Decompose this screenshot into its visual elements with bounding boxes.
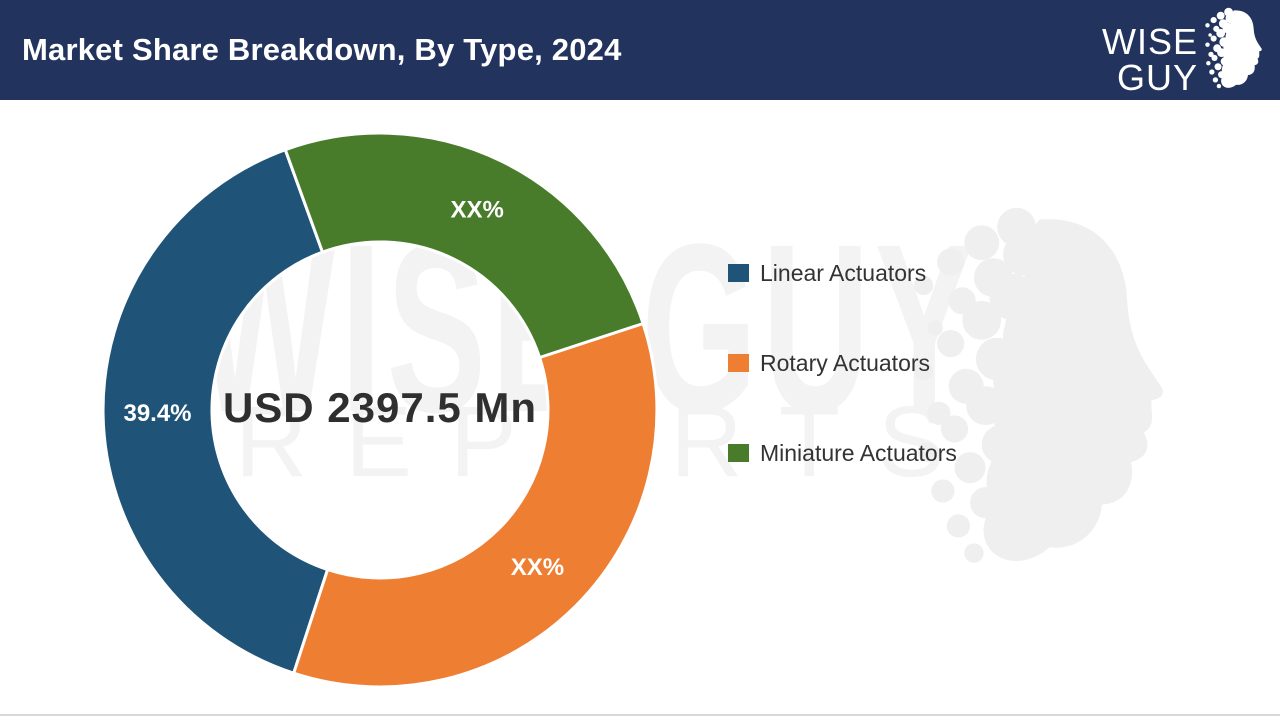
legend-item-rotary-actuators: Rotary Actuators (728, 349, 957, 377)
segment-label-1: XX% (511, 554, 564, 581)
legend-swatch-linear (728, 264, 749, 282)
bottom-border (0, 714, 1280, 716)
legend-swatch-miniature (728, 444, 749, 462)
header-bar: Market Share Breakdown, By Type, 2024 WI… (0, 0, 1280, 115)
donut-chart: 39.4% XX% XX% (101, 131, 659, 689)
donut-segment-2 (283, 131, 645, 359)
logo-text: WISE GUY REPORTS (1024, 21, 1198, 116)
legend-item-miniature-actuators: Miniature Actuators (728, 439, 957, 467)
legend-item-linear-actuators: Linear Actuators (728, 259, 957, 287)
segment-label-0: 39.4% (123, 400, 191, 427)
logo-subtitle: REPORTS (1047, 99, 1211, 116)
legend-label-miniature: Miniature Actuators (760, 439, 957, 466)
legend-swatch-rotary (728, 354, 749, 372)
chart-center-value: USD 2397.5 Mn (222, 384, 538, 431)
logo-wordmark: WISE GUY (1101, 21, 1198, 98)
legend-label-rotary: Rotary Actuators (760, 349, 931, 376)
wise-guy-logo: WISE GUY REPORTS (1024, 4, 1264, 115)
page-title: Market Share Breakdown, By Type, 2024 (22, 32, 622, 67)
donut-segment-1 (292, 322, 659, 689)
chart-legend: Linear Actuators Rotary Actuators Miniat… (728, 259, 957, 529)
segment-label-2: XX% (451, 196, 504, 223)
legend-label-linear: Linear Actuators (760, 259, 927, 286)
donut-segment-0 (101, 148, 330, 675)
logo-face-icon (1202, 6, 1264, 94)
